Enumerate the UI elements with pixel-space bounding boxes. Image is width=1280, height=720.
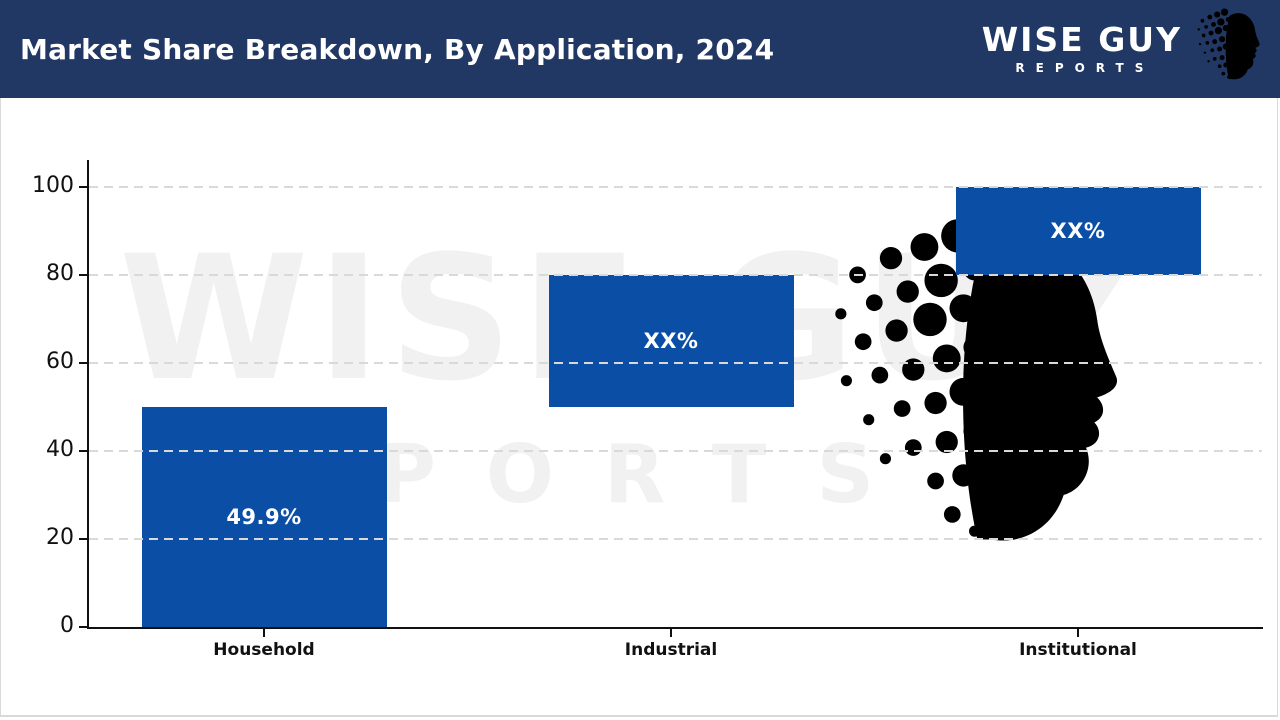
brand-name: WISE GUY — [981, 20, 1182, 59]
watermark-head-icon — [813, 208, 1125, 598]
watermark-text-line2: REPORTS — [161, 428, 925, 521]
header-bar: Market Share Breakdown, By Application, … — [0, 0, 1280, 98]
page-title: Market Share Breakdown, By Application, … — [20, 32, 775, 66]
brand-logo: WISE GUY REPORTS — [982, 0, 1270, 98]
brand-subtitle: REPORTS — [1015, 61, 1155, 75]
chart-canvas: WISE GUY REPORTS — [0, 98, 1278, 717]
dotted-head-logo-icon — [1184, 6, 1270, 92]
brand-logo-text: WISE GUY REPORTS — [982, 23, 1182, 75]
